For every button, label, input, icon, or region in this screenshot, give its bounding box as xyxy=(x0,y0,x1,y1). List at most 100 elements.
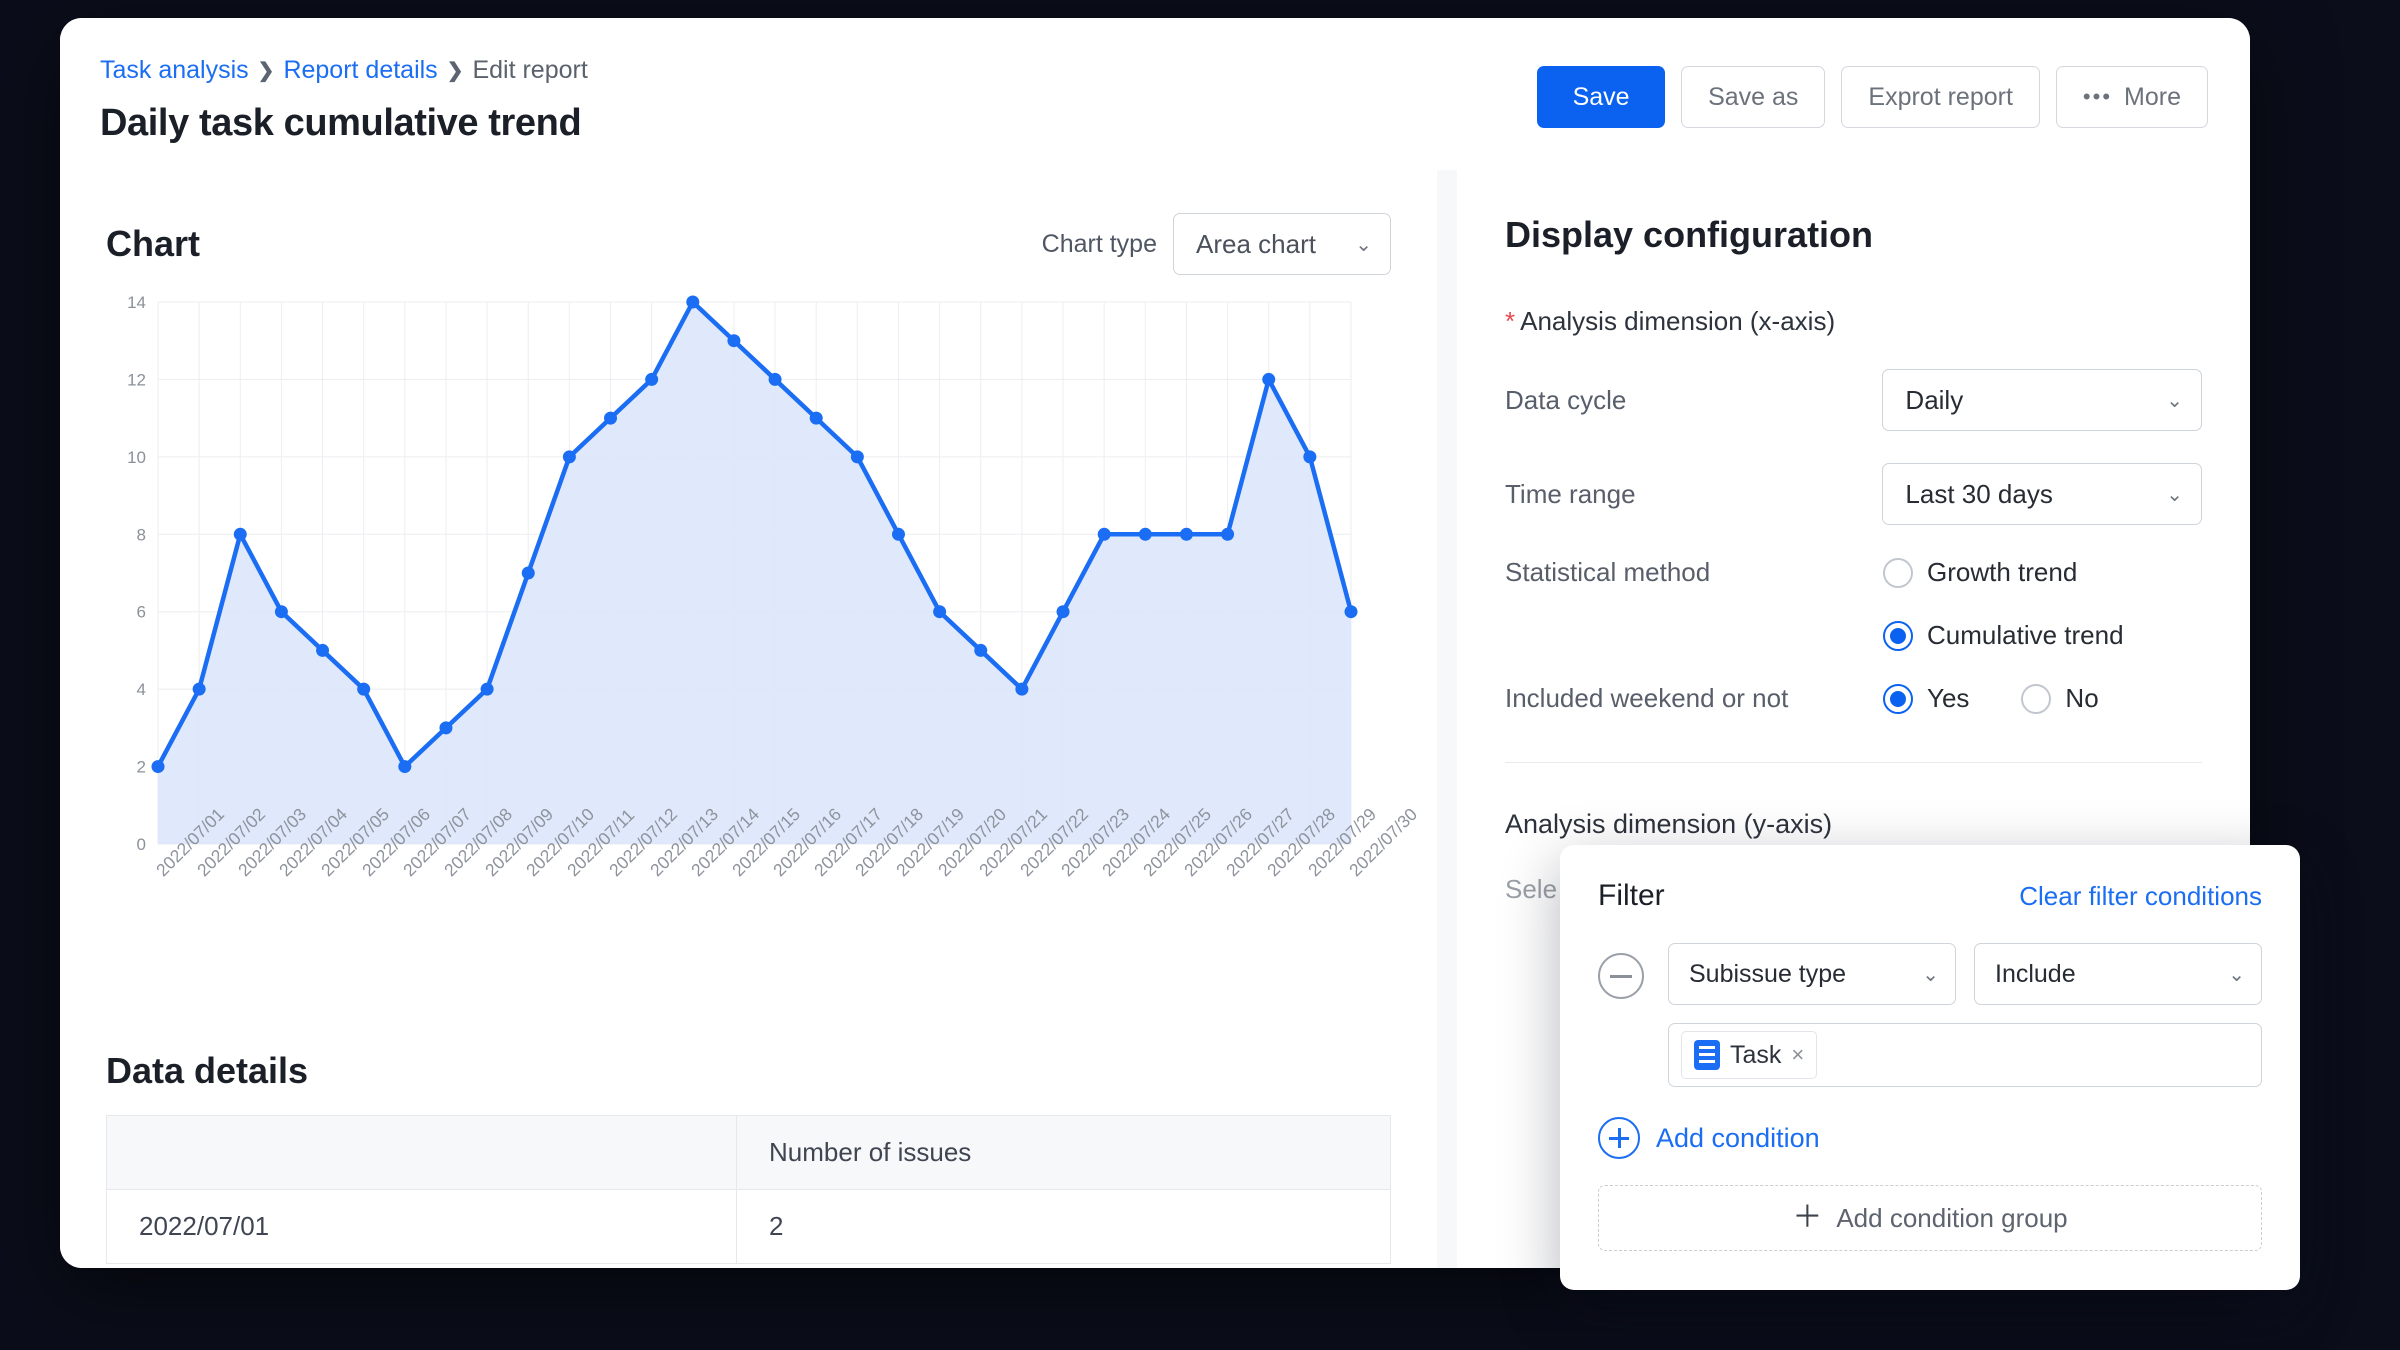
table-header-row: Number of issues xyxy=(106,1115,1391,1190)
svg-text:0: 0 xyxy=(137,835,146,852)
required-asterisk-icon: * xyxy=(1505,306,1516,336)
x-axis-section-text: Analysis dimension (x-axis) xyxy=(1520,306,1836,336)
breadcrumb: Task analysis ❯ Report details ❯ Edit re… xyxy=(100,56,588,85)
svg-text:6: 6 xyxy=(137,603,146,622)
more-button[interactable]: ••• More xyxy=(2055,66,2208,128)
weekend-label: Included weekend or not xyxy=(1505,683,1789,713)
x-axis-section-label: * Analysis dimension (x-axis) xyxy=(1505,306,2202,337)
data-cycle-select[interactable]: Daily ⌄ xyxy=(1882,369,2202,431)
table-row: 2022/07/01 2 xyxy=(106,1189,1391,1264)
radio-weekend-yes-label: Yes xyxy=(1927,683,1970,713)
area-chart: 0 2 4 6 8 10 12 14 2022/07/01 2022/07/02 2022/07/… xyxy=(106,292,1421,880)
radio-icon-selected xyxy=(1883,620,1913,651)
data-cycle-value: Daily xyxy=(1905,384,1964,415)
filter-field-value: Subissue type xyxy=(1689,959,1847,988)
filter-tag-label: Task xyxy=(1730,1040,1782,1069)
filter-condition-row: Subissue type ⌄ Include ⌄ Task × xyxy=(1598,943,2262,1087)
chart-type-control: Chart type Area chart ⌄ xyxy=(1042,213,1391,275)
filter-operator-select[interactable]: Include ⌄ xyxy=(1974,943,2262,1005)
svg-text:2: 2 xyxy=(137,758,146,777)
y-axis-section-label: Analysis dimension (y-axis) xyxy=(1505,809,1833,839)
remove-tag-icon[interactable]: × xyxy=(1791,1042,1805,1067)
filter-condition-fields: Subissue type ⌄ Include ⌄ Task × xyxy=(1668,943,2262,1087)
breadcrumb-item-edit-report: Edit report xyxy=(472,56,588,84)
time-range-value: Last 30 days xyxy=(1905,478,2053,509)
breadcrumb-item-task-analysis[interactable]: Task analysis xyxy=(100,56,249,84)
svg-text:10: 10 xyxy=(127,448,146,467)
radio-weekend-no[interactable]: No xyxy=(2021,683,2099,714)
table-col-date xyxy=(106,1115,737,1190)
table-cell-issues: 2 xyxy=(736,1189,1391,1264)
radio-icon xyxy=(2021,683,2052,714)
statistical-method-label: Statistical method xyxy=(1505,557,1711,587)
radio-icon xyxy=(1883,557,1913,588)
radio-weekend-no-label: No xyxy=(2065,683,2099,713)
chart-type-select[interactable]: Area chart ⌄ xyxy=(1173,213,1391,275)
radio-cumulative-trend[interactable]: Cumulative trend xyxy=(1883,620,2124,651)
save-button[interactable]: Save xyxy=(1537,66,1666,128)
time-range-row: Time range Last 30 days ⌄ xyxy=(1505,463,2202,525)
radio-growth-trend[interactable]: Growth trend xyxy=(1883,557,2077,588)
page-header: Task analysis ❯ Report details ❯ Edit re… xyxy=(60,18,2250,170)
chevron-down-icon: ⌄ xyxy=(2166,483,2183,506)
table-cell-date: 2022/07/01 xyxy=(106,1189,737,1264)
filter-condition-selects: Subissue type ⌄ Include ⌄ xyxy=(1668,943,2262,1005)
radio-cumulative-trend-label: Cumulative trend xyxy=(1927,620,2124,650)
chart-type-value: Area chart xyxy=(1196,228,1316,259)
plus-icon: ＋ xyxy=(1792,1201,1823,1234)
svg-text:8: 8 xyxy=(137,525,146,544)
chevron-down-icon: ⌄ xyxy=(2166,389,2183,412)
radio-growth-trend-label: Growth trend xyxy=(1927,557,2078,587)
statistical-method-row-2: Cumulative trend xyxy=(1505,620,2202,651)
chevron-down-icon: ⌄ xyxy=(2228,963,2245,986)
display-configuration-title: Display configuration xyxy=(1505,214,1874,255)
radio-weekend-yes[interactable]: Yes xyxy=(1883,683,1969,714)
weekend-row: Included weekend or not Yes No xyxy=(1505,683,2202,714)
filter-popover: Filter Clear filter conditions Subissue … xyxy=(1560,845,2300,1290)
data-details-table: Number of issues 2022/07/01 2 xyxy=(106,1115,1391,1264)
filter-operator-value: Include xyxy=(1995,959,2076,988)
add-condition-button[interactable]: Add condition xyxy=(1598,1117,2262,1159)
add-condition-label: Add condition xyxy=(1656,1122,1820,1153)
breadcrumb-item-report-details[interactable]: Report details xyxy=(283,56,438,84)
header-actions: Save Save as Exprot report ••• More xyxy=(1537,66,2208,128)
remove-condition-icon[interactable] xyxy=(1598,953,1644,999)
chart-svg: 0 2 4 6 8 10 12 14 xyxy=(127,293,1358,852)
statistical-method-row: Statistical method Growth trend xyxy=(1505,557,2202,588)
clear-filter-conditions-link[interactable]: Clear filter conditions xyxy=(2019,880,2262,911)
filter-title: Filter xyxy=(1598,879,1665,912)
more-button-label: More xyxy=(2124,82,2181,111)
data-cycle-row: Data cycle Daily ⌄ xyxy=(1505,369,2202,431)
chart-card: Chart Chart type Area chart ⌄ 0 2 4 6 8 10 12 1… xyxy=(60,170,1437,1268)
save-as-button[interactable]: Save as xyxy=(1681,66,1826,128)
add-condition-group-label: Add condition group xyxy=(1836,1202,2068,1233)
time-range-select[interactable]: Last 30 days ⌄ xyxy=(1882,463,2202,525)
x-axis-tick-labels: 2022/07/01 2022/07/02 2022/07/03 2022/07/04… xyxy=(106,804,1421,982)
chevron-right-icon: ❯ xyxy=(446,60,464,82)
export-report-button[interactable]: Exprot report xyxy=(1841,66,2040,128)
filter-field-select[interactable]: Subissue type ⌄ xyxy=(1668,943,1956,1005)
add-condition-group-button[interactable]: ＋ Add condition group xyxy=(1598,1185,2262,1251)
task-icon xyxy=(1694,1040,1720,1070)
svg-text:14: 14 xyxy=(127,293,146,312)
chevron-down-icon: ⌄ xyxy=(1355,233,1372,256)
radio-icon-selected xyxy=(1883,683,1913,714)
y-axis-select-placeholder[interactable]: Sele xyxy=(1505,874,1558,904)
data-cycle-label: Data cycle xyxy=(1505,384,1627,415)
svg-text:4: 4 xyxy=(137,680,146,699)
chevron-down-icon: ⌄ xyxy=(1922,963,1939,986)
data-details-title: Data details xyxy=(106,1050,309,1091)
page-title: Daily task cumulative trend xyxy=(100,102,582,144)
more-dots-icon: ••• xyxy=(2082,84,2113,110)
chart-type-label: Chart type xyxy=(1041,229,1157,258)
filter-tag-task: Task × xyxy=(1681,1031,1818,1079)
chart-panel-title: Chart xyxy=(106,223,201,264)
chart-header: Chart Chart type Area chart ⌄ xyxy=(106,213,1391,275)
filter-header: Filter Clear filter conditions xyxy=(1598,879,2262,913)
chevron-right-icon: ❯ xyxy=(257,60,275,82)
section-divider xyxy=(1505,762,2202,763)
table-col-issues: Number of issues xyxy=(736,1115,1391,1190)
svg-text:12: 12 xyxy=(127,370,146,389)
time-range-label: Time range xyxy=(1505,478,1636,509)
filter-value-input[interactable]: Task × xyxy=(1668,1023,2262,1087)
